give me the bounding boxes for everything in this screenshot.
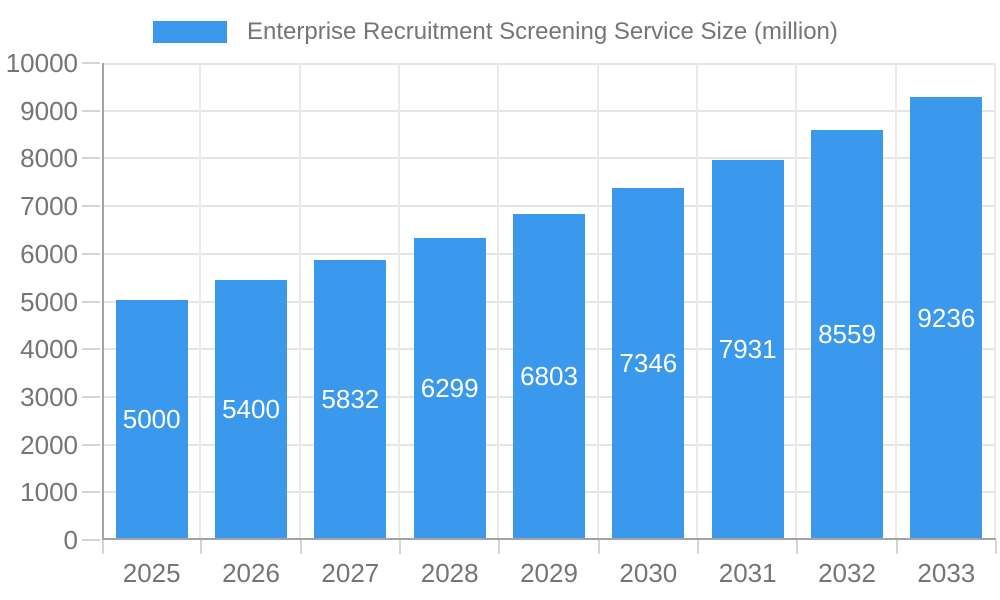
y-axis-tick-label: 0 xyxy=(63,525,78,555)
x-axis-tick-label: 2026 xyxy=(222,558,280,588)
x-axis-line xyxy=(102,538,996,540)
y-axis-tick xyxy=(82,205,100,208)
y-axis-tick xyxy=(82,157,100,160)
bar: 7346 xyxy=(612,187,685,538)
bar-value-label: 6803 xyxy=(520,360,578,391)
y-axis-tick-label: 5000 xyxy=(20,286,78,317)
bar: 5832 xyxy=(314,259,387,538)
x-axis-tick xyxy=(697,540,699,554)
x-axis-tick xyxy=(102,540,104,554)
y-axis-tick-label: 4000 xyxy=(20,334,78,365)
x-axis-tick-label: 2032 xyxy=(818,558,876,588)
y-axis-tick xyxy=(82,443,100,446)
x-axis-tick-label: 2031 xyxy=(718,558,777,588)
legend[interactable]: Enterprise Recruitment Screening Service… xyxy=(153,20,838,44)
x-axis-tick xyxy=(200,540,203,554)
y-axis-tick xyxy=(82,300,100,303)
bar-value-label: 5400 xyxy=(222,394,280,425)
bar-value-label: 7346 xyxy=(619,347,678,378)
bar-value-label: 8559 xyxy=(818,318,876,349)
y-axis-tick-label: 8000 xyxy=(20,143,78,174)
bar: 8559 xyxy=(811,129,883,538)
y-axis-line xyxy=(102,63,104,540)
y-axis-tick xyxy=(82,252,100,255)
y-axis-tick-label: 3000 xyxy=(20,381,78,412)
y-axis-tick-label: 1000 xyxy=(20,477,78,508)
y-gridline xyxy=(102,109,996,112)
y-axis-tick xyxy=(82,62,100,64)
y-axis-tick-label: 7000 xyxy=(20,191,78,222)
bar-value-label: 5832 xyxy=(321,383,380,414)
y-axis-tick-label: 6000 xyxy=(20,238,78,269)
bar: 6803 xyxy=(513,213,585,538)
y-axis-tick xyxy=(82,348,100,351)
bar-value-label: 5000 xyxy=(122,403,181,434)
x-axis-tick xyxy=(597,540,600,554)
y-axis-tick-label: 9000 xyxy=(20,95,78,126)
x-gridline xyxy=(596,63,599,540)
x-gridline xyxy=(994,63,996,540)
bar: 5000 xyxy=(115,299,188,538)
x-axis-tick xyxy=(399,540,401,554)
plot-area: 0 1000 2000 3000 4000 5000 6000 7000 8000 9000 100… xyxy=(6,50,997,586)
x-axis-tick xyxy=(299,540,302,554)
bar: 7931 xyxy=(711,159,784,538)
x-gridline xyxy=(199,63,202,540)
x-axis-tick-label: 2028 xyxy=(420,558,479,588)
bar-value-label: 6299 xyxy=(420,372,479,403)
legend-label: Enterprise Recruitment Screening Service… xyxy=(247,18,838,45)
y-axis-tick xyxy=(82,109,100,112)
y-axis-tick xyxy=(82,395,100,398)
x-axis-tick xyxy=(796,540,799,554)
x-gridline xyxy=(298,63,301,540)
y-gridline xyxy=(102,157,996,160)
x-gridline xyxy=(497,63,500,540)
x-gridline xyxy=(398,63,400,540)
x-axis-tick xyxy=(498,540,501,554)
bar-value-label: 9236 xyxy=(917,302,976,333)
x-axis-tick-label: 2030 xyxy=(619,558,678,588)
bar: 6299 xyxy=(413,237,486,538)
x-axis-tick-label: 2025 xyxy=(122,558,181,588)
y-axis-tick xyxy=(82,539,100,541)
y-gridline xyxy=(102,205,996,208)
y-gridline xyxy=(102,63,996,65)
y-axis-tick-label: 2000 xyxy=(20,429,78,460)
x-gridline xyxy=(795,63,798,540)
y-axis-tick-label: 10000 xyxy=(5,48,78,78)
x-axis-tick-label: 2029 xyxy=(520,558,578,588)
x-gridline xyxy=(894,63,897,540)
x-axis-tick-label: 2033 xyxy=(917,558,976,588)
bar: 9236 xyxy=(910,97,983,538)
bar: 5400 xyxy=(215,280,287,538)
x-axis-tick xyxy=(995,540,997,554)
x-axis-tick xyxy=(895,540,898,554)
x-gridline xyxy=(696,63,698,540)
bar-value-label: 7931 xyxy=(718,333,777,364)
legend-swatch-icon xyxy=(153,21,227,43)
x-axis-tick-label: 2027 xyxy=(321,558,380,588)
y-axis-tick xyxy=(82,491,100,494)
